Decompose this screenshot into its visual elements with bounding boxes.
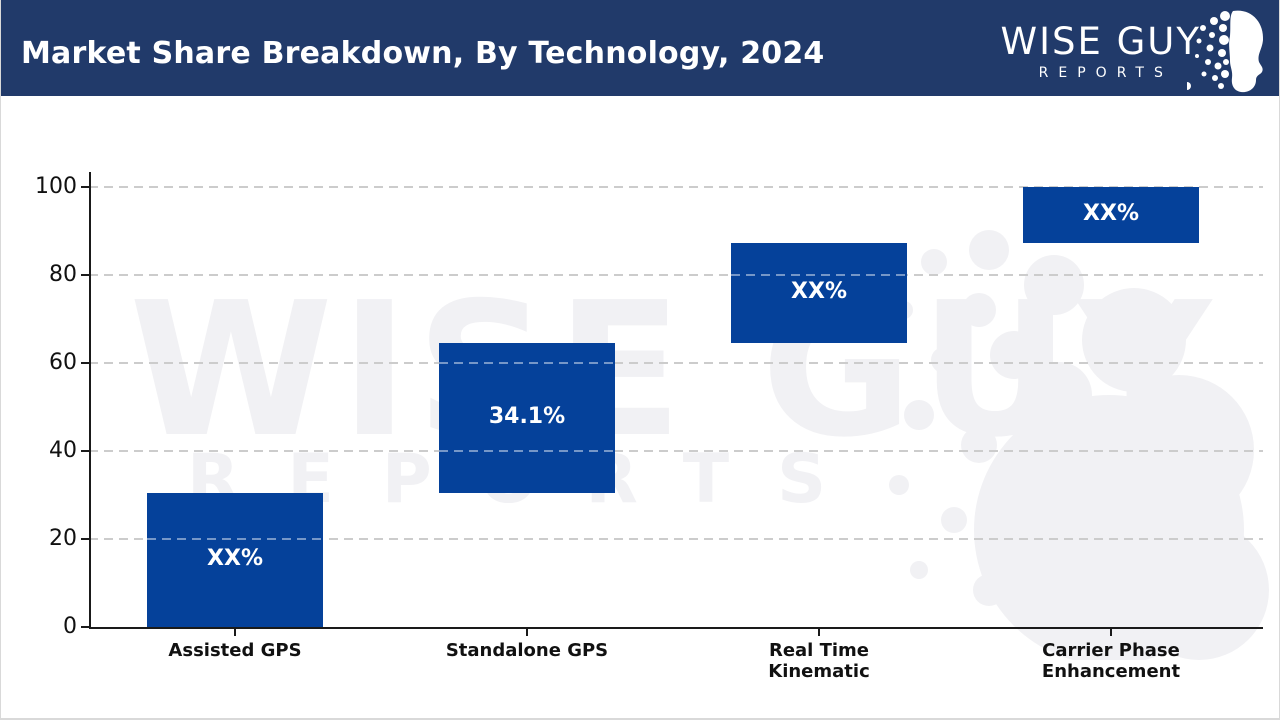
chart-title: Market Share Breakdown, By Technology, 2… xyxy=(21,36,825,71)
wiseguy-logo: WISE GUY REPORTS xyxy=(1001,8,1269,94)
y-axis xyxy=(89,172,91,629)
logo-wordmark: WISE GUY xyxy=(1000,19,1201,63)
bar-value-label: 34.1% xyxy=(488,404,566,429)
logo-head-icon xyxy=(1187,10,1264,93)
x-category-label: Standalone GPS xyxy=(445,640,609,661)
logo-subtitle: REPORTS xyxy=(1038,64,1173,81)
y-tick-label: 60 xyxy=(49,350,77,375)
gridline xyxy=(89,186,1263,188)
y-tick xyxy=(81,186,89,188)
bar xyxy=(1023,187,1199,243)
bar-value-label: XX% xyxy=(1083,200,1139,226)
gridline xyxy=(89,538,1263,540)
y-tick xyxy=(81,274,89,276)
bar-value-label: XX% xyxy=(791,279,847,305)
header-bar: Market Share Breakdown, By Technology, 2… xyxy=(1,0,1279,96)
x-tick xyxy=(818,629,820,636)
gridline-over-bar xyxy=(731,274,907,276)
y-tick-label: 80 xyxy=(49,262,77,287)
bar-value-label: XX% xyxy=(207,545,263,571)
y-tick-label: 0 xyxy=(63,614,77,639)
gridline xyxy=(89,450,1263,452)
x-tick xyxy=(1110,629,1112,636)
x-tick xyxy=(526,629,528,636)
y-tick xyxy=(81,450,89,452)
bar xyxy=(439,343,615,493)
gridline xyxy=(89,362,1263,364)
x-category-label: Assisted GPS xyxy=(168,640,302,661)
bar xyxy=(731,242,907,344)
x-tick xyxy=(234,629,236,636)
y-tick xyxy=(81,362,89,364)
gridline xyxy=(89,274,1263,276)
gridline-over-bar xyxy=(147,538,323,540)
x-category-label: Carrier Phase Enhancement xyxy=(1041,640,1181,682)
gridline-over-bar xyxy=(439,362,615,364)
x-axis xyxy=(89,627,1263,629)
y-tick xyxy=(81,538,89,540)
y-tick-label: 100 xyxy=(35,174,77,199)
y-tick-label: 20 xyxy=(49,526,77,551)
bar xyxy=(147,492,323,627)
y-tick-label: 40 xyxy=(49,438,77,463)
logo-text: WISE GUY REPORTS xyxy=(1000,19,1201,81)
y-tick xyxy=(81,626,89,628)
x-category-label: Real Time Kinematic xyxy=(768,640,870,682)
gridline-over-bar xyxy=(439,450,615,452)
